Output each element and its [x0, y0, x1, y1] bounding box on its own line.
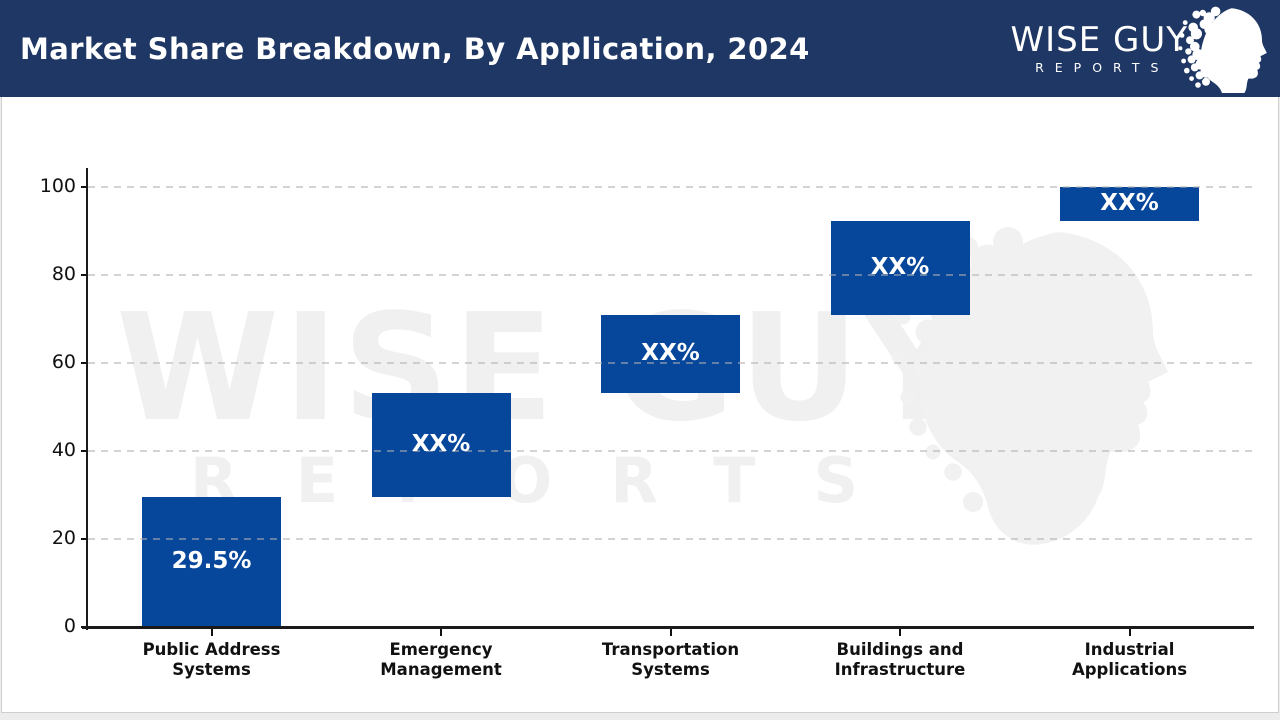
gridline	[88, 274, 1253, 276]
bar-value-label: XX%	[641, 339, 700, 366]
x-axis-tick	[669, 629, 672, 636]
y-tick-label: 60	[51, 351, 76, 373]
gridline	[88, 362, 1253, 364]
y-tick-label: 100	[39, 175, 76, 197]
bar	[1060, 187, 1199, 221]
brand-logo: WISE GUY REPORTS	[1010, 4, 1270, 94]
x-category-label: Public Address Systems	[142, 640, 281, 679]
brand-subtitle: REPORTS	[1035, 60, 1170, 76]
face-logo-icon	[1178, 6, 1267, 93]
x-axis-tick	[1128, 629, 1131, 636]
x-axis-tick	[899, 629, 901, 636]
y-tick-label: 20	[51, 527, 76, 549]
y-axis-tick	[81, 450, 88, 452]
bar	[601, 314, 740, 393]
x-category-label: Transportation Systems	[601, 640, 740, 679]
bar-value-label: 29.5%	[171, 548, 252, 575]
gridline	[88, 450, 1253, 452]
x-axis-tick	[440, 629, 442, 636]
bar-value-label: XX%	[1100, 189, 1159, 216]
gridline	[88, 186, 1253, 188]
y-tick-label: 0	[63, 615, 76, 637]
y-axis-line	[86, 168, 88, 630]
x-axis-line	[82, 626, 1254, 629]
page-title: Market Share Breakdown, By Application, …	[20, 31, 810, 66]
bar-value-label: XX%	[870, 253, 930, 280]
bar	[142, 497, 281, 627]
x-axis-tick	[210, 629, 213, 636]
y-axis-tick	[81, 362, 88, 364]
y-tick-label: 40	[51, 439, 76, 461]
brand-name: WISE GUY	[1010, 19, 1188, 60]
x-category-label: Emergency Management	[380, 640, 502, 679]
gridline	[88, 538, 1253, 540]
header-bar: Market Share Breakdown, By Application, …	[0, 0, 1280, 97]
y-axis-tick	[81, 186, 88, 188]
bar	[371, 392, 511, 498]
x-category-label: Industrial Applications	[1071, 640, 1188, 679]
y-axis-tick	[81, 538, 88, 540]
y-tick-label: 80	[51, 263, 76, 285]
x-category-label: Buildings and Infrastructure	[834, 640, 966, 679]
y-axis-tick	[81, 274, 88, 276]
brand-text: WISE GUY REPORTS	[1010, 19, 1188, 76]
bar-value-label: XX%	[411, 431, 471, 458]
